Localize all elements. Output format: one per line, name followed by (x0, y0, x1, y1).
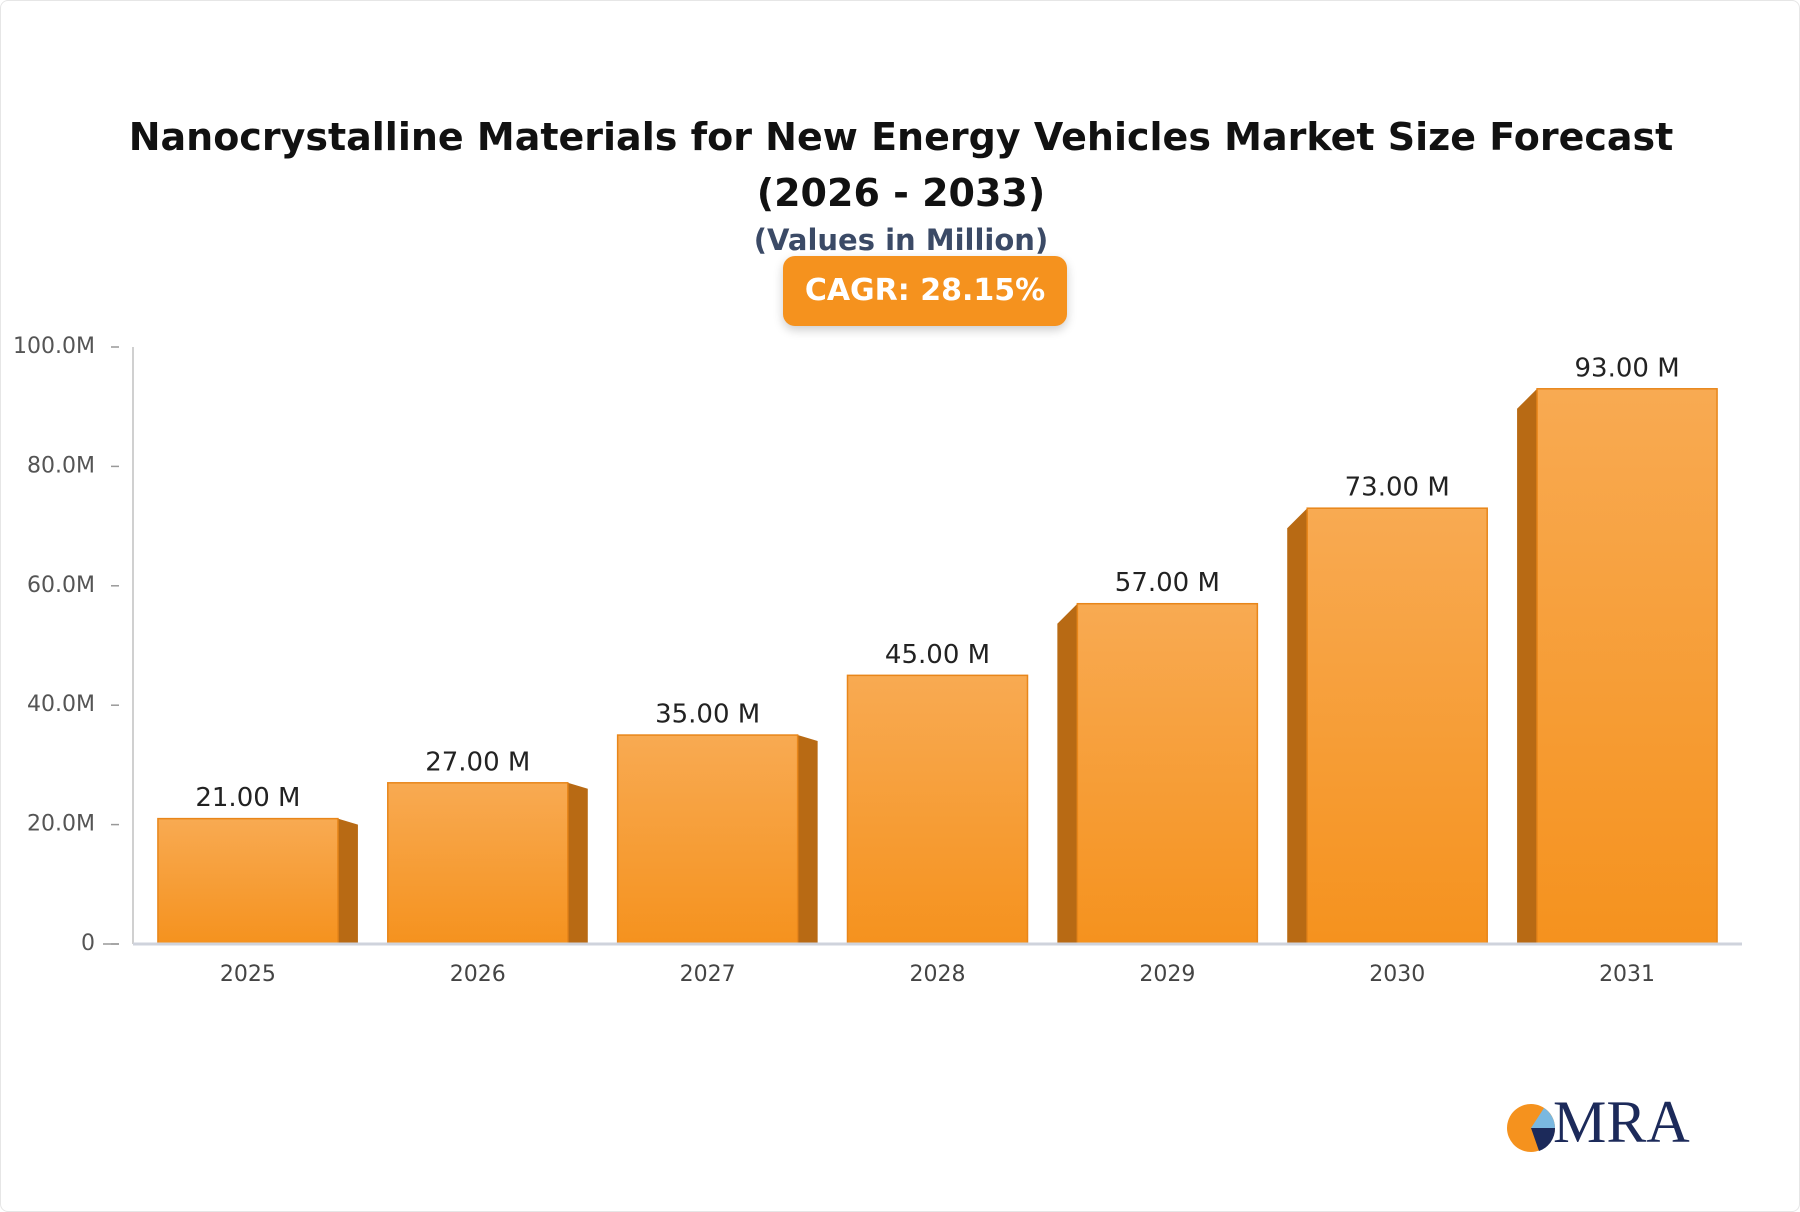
value-label: 35.00 M (655, 700, 760, 730)
bar (1306, 507, 1488, 945)
x-tick-label: 2028 (910, 962, 966, 987)
y-tick-label: 20.0M (27, 812, 95, 837)
value-label: 57.00 M (1115, 568, 1220, 598)
y-tick-label: 80.0M (27, 453, 95, 478)
x-tick-label: 2026 (450, 962, 506, 987)
bar-side (337, 818, 358, 944)
value-label: 93.00 M (1575, 353, 1680, 383)
value-label: 27.00 M (425, 747, 530, 777)
bar (1076, 602, 1259, 945)
chart-subtitle: (Values in Million) (753, 223, 1049, 257)
bar (157, 817, 339, 945)
bar (616, 734, 799, 945)
logo: MRA (1553, 1089, 1690, 1155)
value-label: 73.00 M (1345, 473, 1450, 503)
bar-side (567, 782, 588, 944)
bar-side (1517, 388, 1538, 944)
logo-icon (1531, 1128, 1556, 1151)
x-tick-label: 2027 (680, 962, 736, 987)
bar-side (1287, 508, 1308, 944)
x-tick-label: 2025 (220, 962, 276, 987)
bar-side (1057, 603, 1078, 944)
logo-icon (1531, 1108, 1555, 1128)
bar (1536, 388, 1718, 945)
bar-side (797, 735, 818, 944)
chart-title: Nanocrystalline Materials for New Energy… (128, 115, 1674, 215)
bar (387, 782, 569, 945)
value-label: 21.00 M (195, 783, 300, 813)
x-tick-label: 2030 (1369, 962, 1425, 987)
x-tick-label: 2029 (1139, 962, 1195, 987)
y-tick-label: 60.0M (27, 573, 95, 598)
y-tick-label: 40.0M (27, 692, 95, 717)
y-tick-label: 0 (81, 931, 95, 956)
cagr-badge: CAGR: 28.15% (783, 256, 1067, 326)
bar (846, 674, 1029, 945)
x-tick-label: 2031 (1599, 962, 1655, 987)
y-tick-label: 100.0M (13, 334, 95, 359)
value-label: 45.00 M (885, 640, 990, 670)
